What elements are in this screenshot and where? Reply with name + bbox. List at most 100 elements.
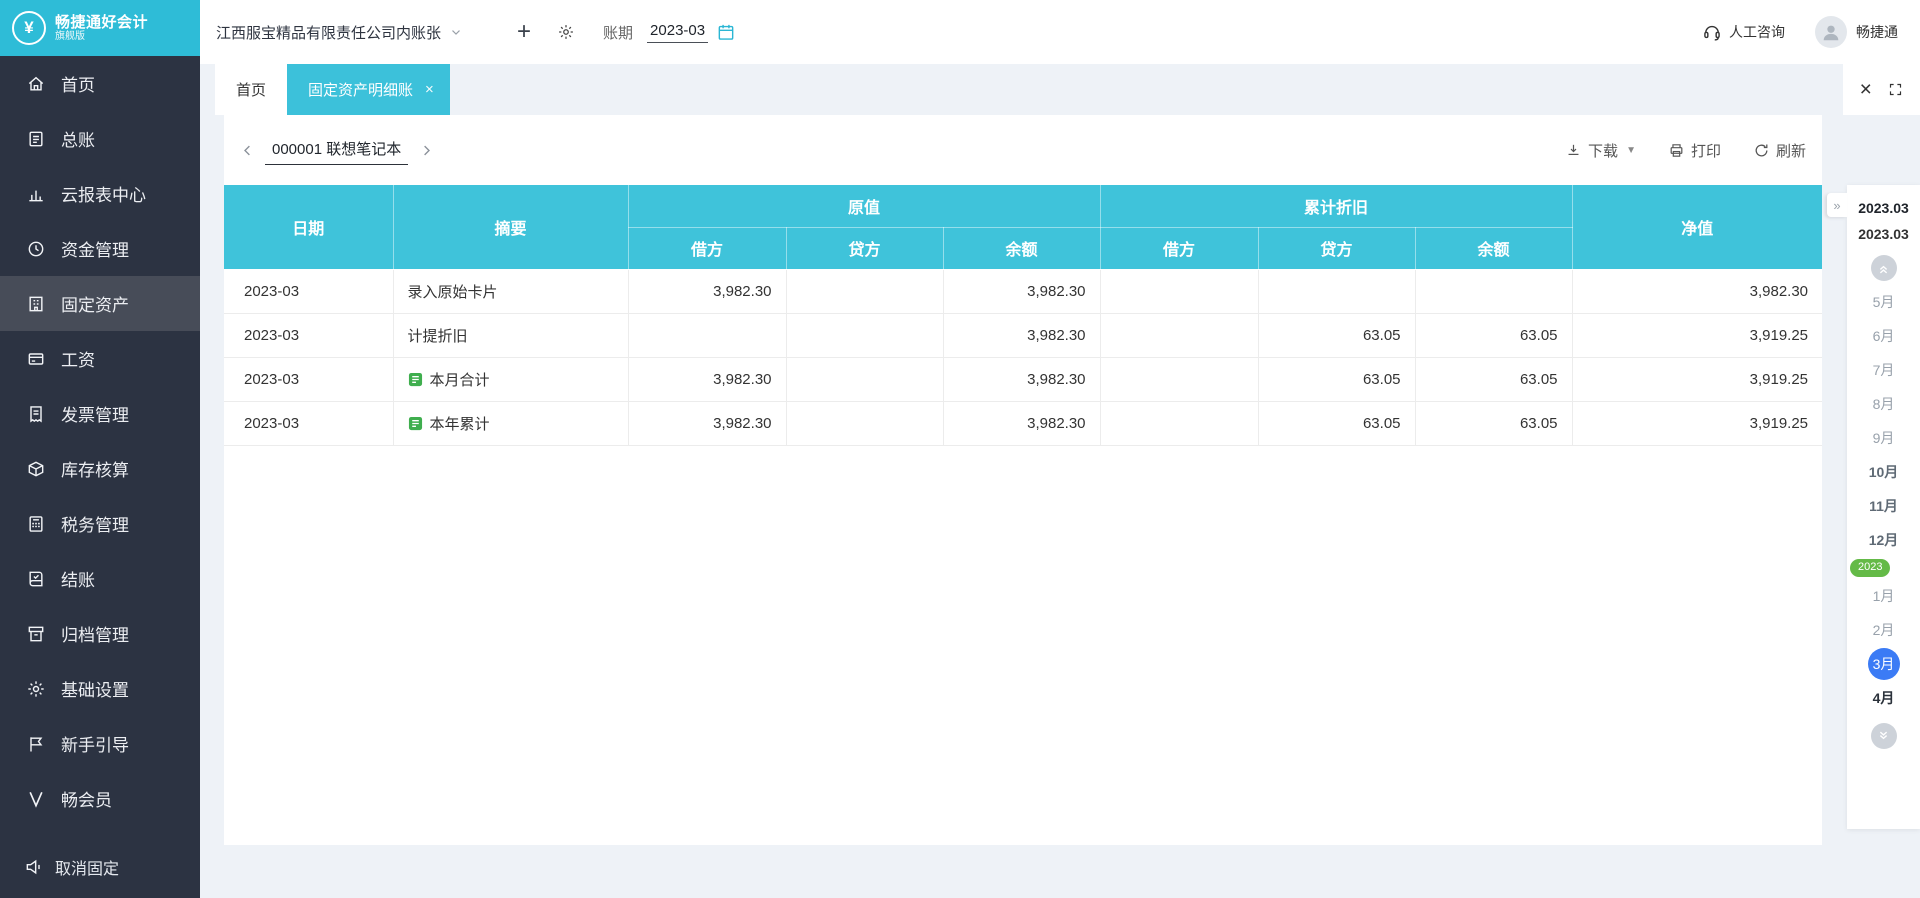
sidebar-item-settings[interactable]: 基础设置: [0, 661, 200, 716]
timeline-scroll-down-button[interactable]: [1870, 723, 1897, 749]
timeline-month-8月[interactable]: 8月: [1872, 396, 1895, 412]
cell-summary: 本年累计: [392, 400, 629, 446]
download-button[interactable]: 下载 ▼: [1565, 140, 1636, 161]
timeline-year-badge: 2023: [1847, 558, 1920, 578]
timeline-scroll-up-button[interactable]: [1870, 255, 1897, 281]
sidebar-item-guide[interactable]: 新手引导: [0, 716, 200, 771]
timeline-collapse-toggle[interactable]: »: [1827, 193, 1847, 217]
cell-net: 3,919.25: [1571, 356, 1823, 402]
sidebar-item-salary[interactable]: 工资: [0, 331, 200, 386]
timeline-month-3月[interactable]: 3月: [1847, 647, 1920, 681]
tab-close-icon[interactable]: ×: [425, 81, 434, 98]
timeline-month-7月[interactable]: 7月: [1872, 362, 1895, 378]
cell-amount: 63.05: [1257, 400, 1416, 446]
timeline-period-sub: 2023.03: [1858, 226, 1909, 242]
download-icon: [1565, 142, 1582, 159]
close-icon[interactable]: ×: [1859, 78, 1872, 101]
cell-amount: [785, 400, 944, 446]
cell-amount: 3,982.30: [627, 268, 787, 314]
user-name[interactable]: 畅捷通: [1856, 24, 1898, 40]
brand-logo: ¥ 畅捷通好会计 旗舰版: [0, 0, 200, 56]
ledger-toolbar: 000001 联想笔记本 下载 ▼ 打印: [224, 115, 1822, 185]
sidebar-item-member[interactable]: 畅会员: [0, 771, 200, 826]
table-row[interactable]: 2023-03 本月合计 3,982.30 3,982.30 63.05 63.05 3,9…: [224, 356, 1823, 402]
sidebar-unpin-button[interactable]: 取消固定: [0, 846, 200, 888]
table-row[interactable]: 2023-03 录入原始卡片 3,982.30 3,982.30 3,982.30: [224, 268, 1823, 314]
support-button[interactable]: 人工咨询: [1702, 22, 1785, 42]
content-area: 000001 联想笔记本 下载 ▼ 打印: [200, 115, 1920, 898]
sidebar-item-home[interactable]: 首页: [0, 56, 200, 111]
sidebar-item-invoices[interactable]: 发票管理: [0, 386, 200, 441]
caret-down-icon: ▼: [1626, 144, 1636, 156]
sidebar-item-inventory[interactable]: 库存核算: [0, 441, 200, 496]
inventory-icon: [26, 459, 46, 479]
timeline-month-4月[interactable]: 4月: [1872, 690, 1895, 706]
col-header-debit: 借方: [1099, 226, 1259, 270]
cell-amount: 63.05: [1414, 312, 1573, 358]
table-row[interactable]: 2023-03 计提折旧 3,982.30 63.05 63.05 3,919.25: [224, 312, 1823, 358]
add-button[interactable]: +: [517, 18, 532, 45]
download-label: 下载: [1588, 142, 1619, 160]
tab-fixed-asset-ledger[interactable]: 固定资产明细账 ×: [287, 64, 450, 115]
asset-ledger-table: 日期 摘要 原值 累计折旧 净值 借方 贷方 余额 借方 贷方 余额: [224, 185, 1823, 446]
cell-amount: 3,982.30: [942, 356, 1101, 402]
col-header-credit: 贷方: [785, 226, 944, 270]
guide-icon: [26, 734, 46, 754]
timeline-month-12月[interactable]: 12月: [1868, 532, 1899, 548]
gear-icon[interactable]: [557, 23, 575, 41]
next-asset-button[interactable]: [413, 137, 439, 163]
avatar[interactable]: [1815, 16, 1847, 48]
sidebar-item-label: 新手引导: [61, 736, 129, 755]
timeline-month-2月[interactable]: 2月: [1872, 622, 1895, 638]
sidebar-item-label: 总账: [61, 131, 95, 150]
company-selector[interactable]: 江西服宝精品有限责任公司内账张: [216, 22, 463, 43]
col-header-balance: 余额: [942, 226, 1101, 270]
col-header-date: 日期: [224, 185, 394, 270]
ledger-card: 000001 联想笔记本 下载 ▼ 打印: [224, 115, 1823, 845]
col-group-original: 原值: [627, 185, 1101, 228]
sidebar-item-cloud-reports[interactable]: 云报表中心: [0, 166, 200, 221]
sidebar-item-label: 发票管理: [61, 406, 129, 425]
print-label: 打印: [1690, 142, 1721, 160]
tab-home[interactable]: 首页: [215, 64, 288, 115]
brand-edition: 旗舰版: [55, 30, 85, 42]
calendar-icon[interactable]: [716, 22, 736, 42]
settings-icon: [26, 679, 46, 699]
sidebar-item-archive[interactable]: 归档管理: [0, 606, 200, 661]
timeline-month-5月[interactable]: 5月: [1872, 294, 1895, 310]
timeline-month-11月[interactable]: 11月: [1869, 498, 1898, 514]
closing-icon: [26, 569, 46, 589]
brand-name: 畅捷通好会计: [55, 13, 149, 31]
sidebar-item-label: 首页: [61, 76, 95, 95]
cell-amount: [1099, 268, 1259, 314]
archive-icon: [26, 624, 46, 644]
sidebar-item-closing[interactable]: 结账: [0, 551, 200, 606]
timeline-month-9月[interactable]: 9月: [1872, 430, 1895, 446]
window-controls: ×: [1843, 64, 1920, 115]
cell-amount: 63.05: [1257, 312, 1416, 358]
sidebar-item-fixed-assets[interactable]: 固定资产: [0, 276, 200, 331]
timeline-month-6月[interactable]: 6月: [1872, 328, 1895, 344]
subtotal-badge-icon: [408, 416, 423, 431]
table-row[interactable]: 2023-03 本年累计 3,982.30 3,982.30 63.05 63.05 3,9…: [224, 400, 1823, 446]
col-group-depreciation: 累计折旧: [1099, 185, 1573, 228]
support-label: 人工咨询: [1729, 24, 1785, 40]
cell-net: 3,919.25: [1571, 312, 1823, 358]
fullscreen-icon[interactable]: [1888, 82, 1903, 97]
sidebar-item-tax[interactable]: 税务管理: [0, 496, 200, 551]
sidebar-item-general-ledger[interactable]: 总账: [0, 111, 200, 166]
timeline-month-10月[interactable]: 10月: [1868, 464, 1899, 480]
sidebar-item-label: 云报表中心: [61, 186, 146, 205]
prev-asset-button[interactable]: [234, 137, 260, 163]
sidebar-nav: 首页总账云报表中心资金管理 固定资产 工资发票管理库存核算 税务管理 结账 归档管理 基础设…: [0, 56, 200, 826]
funds-icon: [26, 239, 46, 259]
period-value[interactable]: 2023-03: [647, 22, 709, 43]
refresh-button[interactable]: 刷新: [1753, 140, 1806, 161]
company-name: 江西服宝精品有限责任公司内账张: [216, 24, 442, 42]
timeline-month-1月[interactable]: 1月: [1872, 588, 1895, 604]
print-button[interactable]: 打印: [1668, 140, 1721, 161]
sidebar-item-funds[interactable]: 资金管理: [0, 221, 200, 276]
asset-selector[interactable]: 000001 联想笔记本: [265, 136, 409, 165]
cell-date: 2023-03: [224, 268, 394, 314]
cell-amount: 63.05: [1414, 356, 1573, 402]
